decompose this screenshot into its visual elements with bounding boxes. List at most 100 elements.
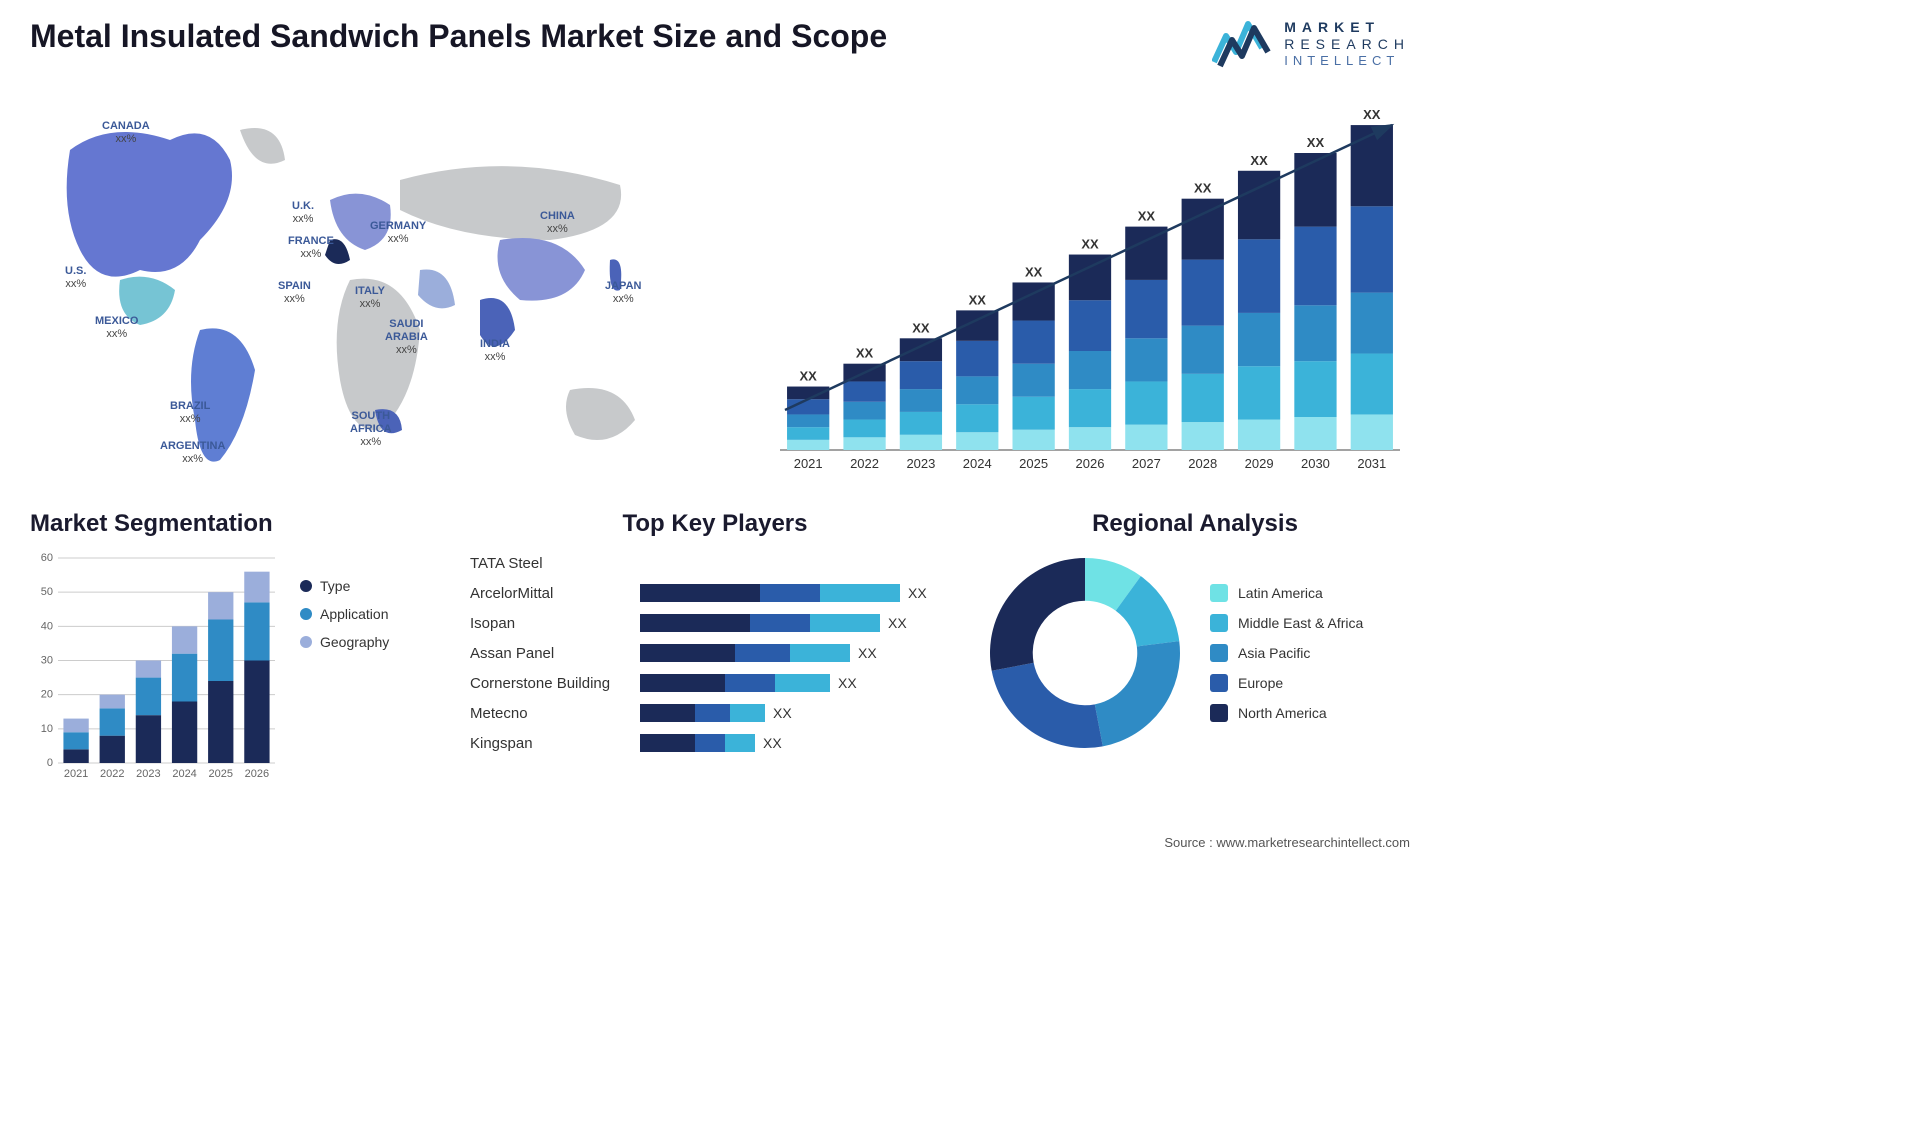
page-title: Metal Insulated Sandwich Panels Market S…: [30, 18, 887, 55]
regional-legend: Latin AmericaMiddle East & AfricaAsia Pa…: [1210, 584, 1363, 722]
keyplayer-row: KingspanXX: [470, 728, 960, 758]
brand-line1: MARKET: [1284, 19, 1410, 36]
growth-bar-segment: [900, 412, 942, 435]
seg-bar-segment: [63, 749, 88, 763]
growth-bar-segment: [1013, 430, 1055, 450]
growth-bar-segment: [1294, 227, 1336, 306]
growth-bar-segment: [1238, 366, 1280, 419]
seg-year-label: 2023: [136, 768, 160, 780]
growth-bar-label: XX: [1025, 264, 1043, 279]
donut-slice: [990, 558, 1085, 671]
growth-bar-label: XX: [1138, 209, 1156, 224]
growth-bar-segment: [1069, 255, 1111, 301]
keyplayer-bar-segment: [640, 584, 760, 602]
keyplayer-bar-segment: [820, 584, 900, 602]
growth-bar-segment: [1069, 351, 1111, 389]
growth-year-label: 2023: [906, 456, 935, 471]
regional-swatch: [1210, 584, 1228, 602]
growth-bar-segment: [843, 381, 885, 401]
regional-legend-label: Latin America: [1238, 585, 1323, 601]
keyplayer-bar-segment: [695, 734, 725, 752]
growth-bar-segment: [956, 341, 998, 377]
map-label: ARGENTINAxx%: [160, 440, 225, 466]
growth-bar-segment: [787, 427, 829, 440]
map-label: FRANCExx%: [288, 235, 334, 261]
seg-legend-item: Geography: [300, 634, 389, 650]
growth-bar-segment: [1294, 153, 1336, 227]
seg-ytick: 10: [41, 723, 53, 735]
growth-bar-label: XX: [1250, 153, 1268, 168]
keyplayer-row: IsopanXX: [470, 608, 960, 638]
seg-bar-segment: [136, 715, 161, 763]
growth-bar-segment: [956, 432, 998, 450]
seg-bar-segment: [208, 620, 233, 682]
keyplayer-value: XX: [763, 735, 782, 751]
growth-year-label: 2028: [1188, 456, 1217, 471]
keyplayer-bar-segment: [640, 674, 725, 692]
growth-bar-segment: [787, 440, 829, 450]
seg-bar-segment: [244, 602, 269, 660]
growth-bar-segment: [1351, 354, 1393, 415]
keyplayers-section: Top Key Players TATA SteelArcelorMittalX…: [470, 510, 960, 758]
keyplayer-bar-segment: [735, 644, 790, 662]
growth-bar-segment: [1069, 427, 1111, 450]
map-label: SAUDIARABIAxx%: [385, 318, 428, 358]
keyplayer-value: XX: [908, 585, 927, 601]
growth-bar-segment: [1069, 389, 1111, 427]
regional-legend-label: North America: [1238, 705, 1327, 721]
growth-bar-segment: [1125, 425, 1167, 450]
growth-bar-segment: [1351, 206, 1393, 292]
map-label: SPAINxx%: [278, 280, 311, 306]
growth-bar-segment: [1125, 381, 1167, 424]
seg-year-label: 2022: [100, 768, 124, 780]
keyplayer-bar-segment: [695, 704, 730, 722]
regional-legend-item: Asia Pacific: [1210, 644, 1363, 662]
segmentation-section: Market Segmentation 01020304050602021202…: [30, 510, 450, 788]
brand-line2: RESEARCH: [1284, 36, 1410, 53]
growth-year-label: 2022: [850, 456, 879, 471]
keyplayer-bar: [640, 584, 900, 602]
seg-bar-segment: [100, 708, 125, 735]
growth-year-label: 2030: [1301, 456, 1330, 471]
growth-bar-segment: [1125, 338, 1167, 381]
seg-ytick: 40: [41, 620, 53, 632]
seg-bar-segment: [100, 695, 125, 709]
map-label: CHINAxx%: [540, 210, 575, 236]
regional-donut: [980, 548, 1190, 758]
growth-chart: XX2021XX2022XX2023XX2024XX2025XX2026XX20…: [770, 90, 1410, 490]
keyplayers-title: Top Key Players: [470, 510, 960, 538]
growth-bar-segment: [900, 435, 942, 450]
keyplayer-value: XX: [838, 675, 857, 691]
regional-title: Regional Analysis: [980, 510, 1410, 538]
keyplayer-bar-segment: [640, 614, 750, 632]
growth-bar-segment: [900, 338, 942, 361]
keyplayer-bar: [640, 704, 765, 722]
growth-year-label: 2025: [1019, 456, 1048, 471]
map-label: U.S.xx%: [65, 265, 86, 291]
keyplayer-bar-segment: [640, 734, 695, 752]
seg-swatch: [300, 636, 312, 648]
seg-legend-label: Type: [320, 578, 350, 594]
map-label: ITALYxx%: [355, 285, 385, 311]
growth-bar-segment: [900, 361, 942, 389]
seg-year-label: 2025: [209, 768, 233, 780]
growth-bar-segment: [900, 389, 942, 412]
map-label: BRAZILxx%: [170, 400, 210, 426]
growth-bar-segment: [1182, 326, 1224, 374]
keyplayer-bar-segment: [790, 644, 850, 662]
seg-bar-segment: [172, 702, 197, 764]
map-label: SOUTHAFRICAxx%: [350, 410, 392, 450]
seg-legend-label: Application: [320, 606, 389, 622]
seg-ytick: 30: [41, 655, 53, 667]
growth-bar-label: XX: [1307, 135, 1325, 150]
seg-bar-segment: [63, 732, 88, 749]
brand-logo: MARKET RESEARCH INTELLECT: [1212, 18, 1410, 70]
keyplayer-bar-segment: [730, 704, 765, 722]
growth-bar-segment: [1013, 397, 1055, 430]
growth-bar-label: XX: [800, 369, 818, 384]
seg-bar-segment: [208, 592, 233, 619]
growth-bar-segment: [1351, 125, 1393, 206]
growth-bar-label: XX: [856, 346, 874, 361]
seg-bar-segment: [244, 661, 269, 764]
seg-swatch: [300, 580, 312, 592]
